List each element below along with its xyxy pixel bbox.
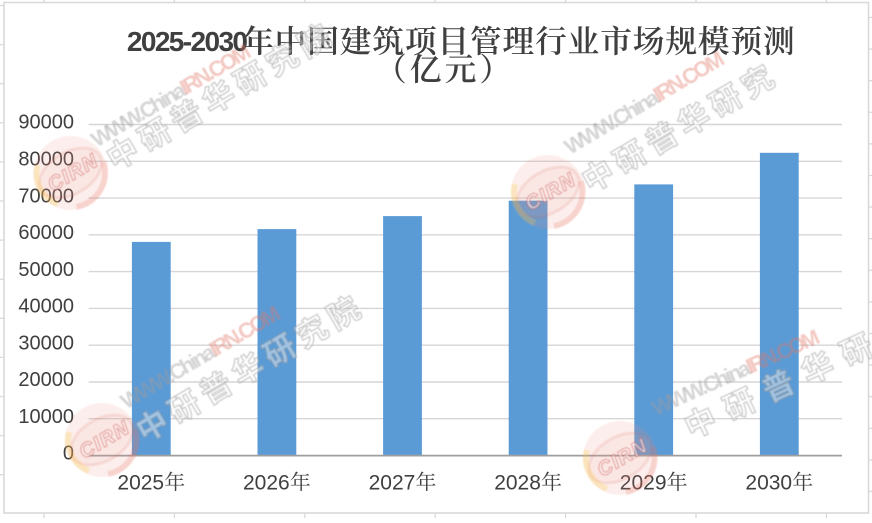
svg-text:60000: 60000	[18, 222, 74, 244]
svg-text:40000: 40000	[18, 296, 74, 318]
svg-text:2030: 2030	[745, 471, 792, 494]
svg-text:50000: 50000	[18, 259, 74, 281]
svg-text:2026: 2026	[243, 471, 290, 494]
svg-text:10000: 10000	[18, 406, 74, 428]
svg-text:2028: 2028	[494, 471, 541, 494]
svg-text:2027: 2027	[369, 471, 416, 494]
svg-text:30000: 30000	[18, 332, 74, 354]
svg-text:20000: 20000	[18, 369, 74, 391]
svg-text:90000: 90000	[18, 112, 74, 134]
svg-text:2025-2030: 2025-2030	[127, 26, 248, 57]
svg-text:2025: 2025	[117, 471, 164, 494]
